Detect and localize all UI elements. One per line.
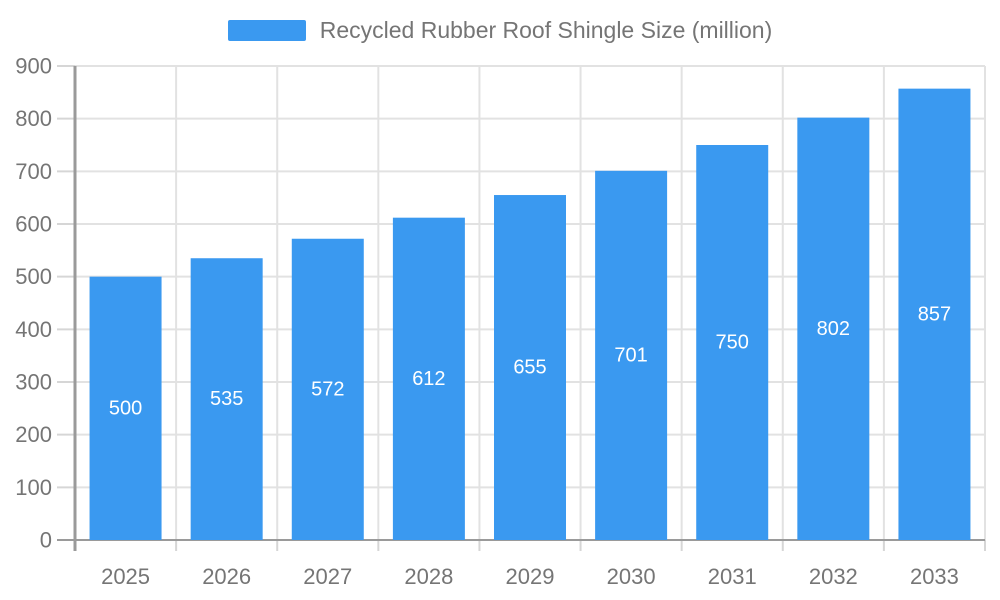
bar-2032[interactable]	[797, 117, 870, 540]
bar-value-label: 857	[918, 303, 951, 325]
bar-2033[interactable]	[898, 88, 971, 540]
y-tick-label: 400	[15, 317, 52, 342]
legend[interactable]: Recycled Rubber Roof Shingle Size (milli…	[0, 17, 1000, 44]
x-tick-label: 2030	[607, 564, 656, 589]
bar-value-label: 535	[210, 388, 243, 410]
legend-swatch[interactable]	[227, 20, 306, 41]
y-axis-ticks	[57, 65, 75, 541]
bar-value-label: 701	[614, 344, 647, 366]
bar-value-label: 750	[716, 332, 749, 354]
y-tick-label: 200	[15, 422, 52, 447]
x-tick-label: 2031	[708, 564, 757, 589]
y-tick-label: 600	[15, 212, 52, 237]
bar-2027[interactable]	[291, 238, 364, 540]
bar-value-label: 500	[109, 397, 142, 419]
bar-2031[interactable]	[696, 145, 769, 540]
y-tick-label: 800	[15, 106, 52, 131]
y-tick-labels: 0 100 200 300 400 500 600 700 800 900	[15, 54, 52, 553]
x-tick-label: 2025	[101, 564, 150, 589]
x-tick-label: 2029	[506, 564, 555, 589]
x-tick-label: 2033	[910, 564, 959, 589]
bar-value-label: 612	[412, 368, 445, 390]
bar-2025[interactable]	[89, 276, 162, 540]
y-tick-label: 900	[15, 54, 52, 79]
x-tick-label: 2032	[809, 564, 858, 589]
x-tick-labels: 2025 2026 2027 2028 2029 2030 2031 2032 2033	[101, 564, 959, 589]
y-tick-label: 300	[15, 370, 52, 395]
x-tick-label: 2027	[303, 564, 352, 589]
x-gridlines	[175, 66, 986, 540]
bar-2029[interactable]	[494, 195, 566, 541]
bar-value-label: 572	[311, 378, 344, 400]
y-tick-label: 100	[15, 475, 52, 500]
y-tick-label: 500	[15, 264, 52, 289]
x-tick-label: 2028	[404, 564, 453, 589]
x-tick-label: 2026	[202, 564, 251, 589]
bar-value-label: 655	[513, 357, 546, 379]
y-tick-label: 700	[15, 159, 52, 184]
bar-2026[interactable]	[190, 258, 263, 540]
x-axis-ticks	[74, 540, 986, 551]
legend-label[interactable]: Recycled Rubber Roof Shingle Size (milli…	[319, 17, 773, 43]
bar-value-labels: 500 535 572 612 655 701 750 802 857	[109, 303, 951, 419]
bar-2030[interactable]	[595, 170, 668, 540]
bar-value-label: 802	[817, 318, 850, 340]
y-tick-label: 0	[40, 528, 52, 553]
bar-2028[interactable]	[392, 217, 465, 540]
bars	[89, 88, 971, 541]
